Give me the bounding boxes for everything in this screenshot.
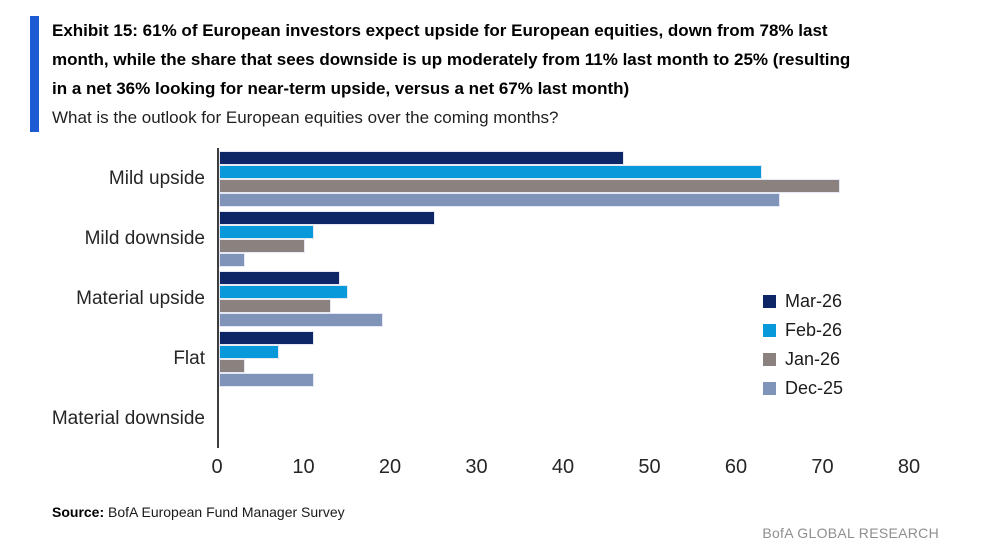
legend-label-mar-26: Mar-26 xyxy=(785,291,843,311)
bar-jan-26-mild-downside xyxy=(219,239,306,253)
bar-dec-25-mild-upside xyxy=(219,193,780,207)
category-label: Material downside xyxy=(51,408,205,429)
bar-feb-26-flat xyxy=(219,345,280,359)
bar-mar-26-mild-upside xyxy=(219,151,625,165)
x-tick-label-80: 80 xyxy=(897,456,921,478)
x-tick-label-40: 40 xyxy=(551,456,575,478)
exhibit-title-block: Exhibit 15: 61% of European investors ex… xyxy=(52,16,962,132)
x-tick-label-0: 0 xyxy=(211,456,223,478)
x-tick-label-10: 10 xyxy=(292,456,315,478)
legend-swatch-mar-26 xyxy=(763,295,776,308)
legend-label-jan-26: Jan-26 xyxy=(785,349,841,369)
legend-swatch-dec-25 xyxy=(763,382,776,395)
bar-feb-26-material-upside xyxy=(219,285,349,299)
exhibit-title-line-3: in a net 36% looking for near-term upsid… xyxy=(52,79,630,98)
exhibit-title-line-2: month, while the share that sees downsid… xyxy=(52,50,851,69)
x-tick-label-60: 60 xyxy=(724,456,748,478)
legend-swatch-feb-26 xyxy=(763,324,776,337)
legend-swatch-jan-26 xyxy=(763,353,776,366)
exhibit-accent-bar xyxy=(30,16,39,132)
chart-legend: Mar-26 Feb-26 Jan-26 Dec-25 xyxy=(763,287,843,403)
x-tick-label-50: 50 xyxy=(638,456,661,478)
x-tick-label-20: 20 xyxy=(378,456,402,478)
bar-dec-25-mild-downside xyxy=(219,253,245,267)
x-tick-label-30: 30 xyxy=(465,456,488,478)
bar-mar-26-flat xyxy=(219,331,314,345)
x-tick-label-70: 70 xyxy=(811,456,834,478)
legend-label-feb-26: Feb-26 xyxy=(785,320,843,340)
legend-label-dec-25: Dec-25 xyxy=(785,378,844,398)
bar-feb-26-mild-upside xyxy=(219,165,763,179)
category-label: Material upside xyxy=(76,288,205,309)
bar-jan-26-mild-upside xyxy=(219,179,840,193)
legend-item-mar-26: Mar-26 xyxy=(763,287,843,316)
source-label: Source: xyxy=(52,504,105,520)
bofa-global-research-brand: BofA GLOBAL RESEARCH xyxy=(762,525,939,541)
exhibit-title-line-1: Exhibit 15: 61% of European investors ex… xyxy=(52,21,828,40)
category-label: Mild upside xyxy=(108,168,205,189)
legend-item-feb-26: Feb-26 xyxy=(763,316,843,345)
legend-item-jan-26: Jan-26 xyxy=(763,345,843,374)
category-label: Flat xyxy=(173,348,205,369)
source-text: BofA European Fund Manager Survey xyxy=(104,504,345,520)
bar-jan-26-material-upside xyxy=(219,299,332,313)
legend-item-dec-25: Dec-25 xyxy=(763,374,843,403)
bar-mar-26-material-upside xyxy=(219,271,340,285)
bar-dec-25-material-upside xyxy=(219,313,383,327)
category-label: Mild downside xyxy=(84,228,205,249)
bar-dec-25-flat xyxy=(219,373,314,387)
bar-feb-26-mild-downside xyxy=(219,225,314,239)
source-line: Source: BofA European Fund Manager Surve… xyxy=(52,504,345,520)
bar-mar-26-mild-downside xyxy=(219,211,435,225)
bar-jan-26-flat xyxy=(219,359,245,373)
chart-question-subtitle: What is the outlook for European equitie… xyxy=(52,108,559,127)
plot-area xyxy=(217,148,909,448)
